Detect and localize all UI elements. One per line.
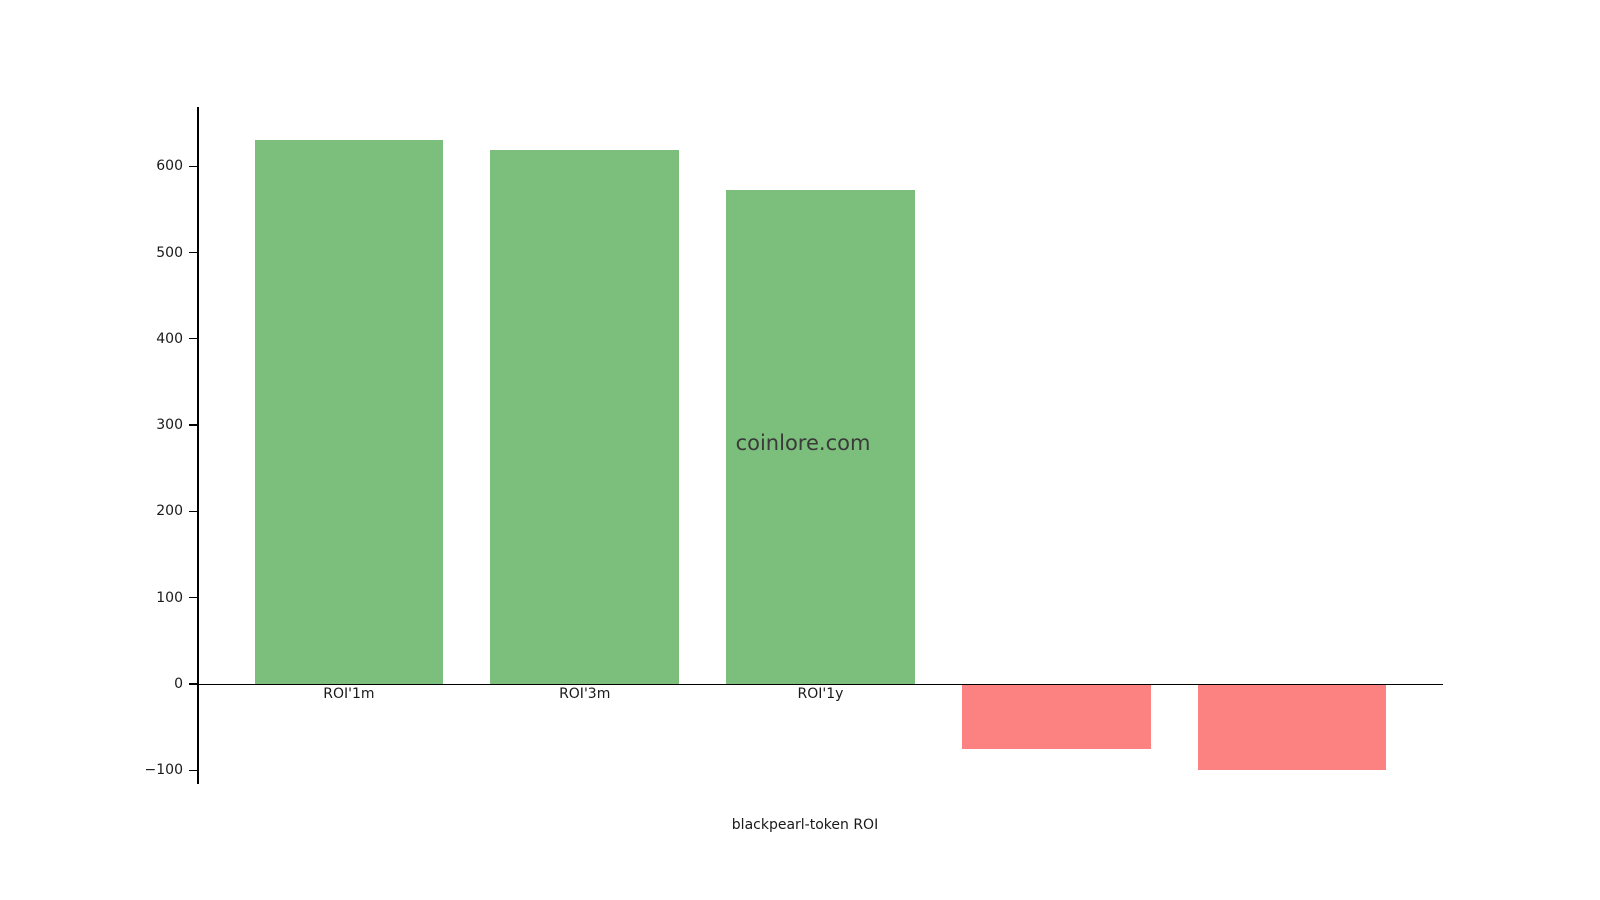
x-axis-zero-line [198,683,1443,685]
y-tick-label: 600 [156,158,183,175]
y-tick-mark [189,597,197,599]
x-tick-label: ROI'1y [797,686,844,702]
y-tick-label: −100 [144,762,183,779]
y-axis-line [197,107,199,784]
y-tick-label: 0 [174,676,183,692]
y-tick-label: 300 [156,417,183,434]
y-tick-mark [189,683,197,685]
y-tick-mark [189,165,197,167]
negative-roi-bar [1197,685,1387,771]
x-tick-label: ROI'3m [559,686,611,702]
y-tick-mark [189,769,197,771]
y-tick-label: 400 [156,330,183,347]
positive-roi-bar [726,190,915,684]
chart-title: blackpearl-token ROI [731,817,879,833]
negative-roi-bar [961,685,1151,749]
positive-roi-bar [490,149,679,684]
y-tick-label: 500 [156,244,183,261]
y-tick-label: 200 [156,503,183,520]
positive-roi-bar [254,140,444,684]
y-tick-mark [189,251,197,254]
y-tick-label: 100 [156,589,183,606]
y-tick-mark [189,338,197,340]
x-tick-label: ROI'1m [323,686,375,702]
watermark-text: coinlore.com [735,431,871,455]
y-tick-mark [189,510,197,513]
y-tick-mark [189,424,197,426]
